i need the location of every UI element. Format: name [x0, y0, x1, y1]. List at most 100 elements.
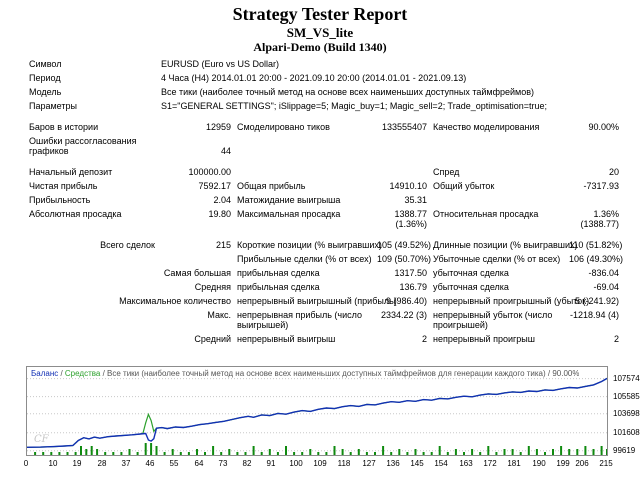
spread-label: Спред — [433, 167, 460, 177]
legend-model-label: Все тики (наиболее точный метод на основ… — [107, 369, 546, 378]
section-spacer — [26, 158, 622, 165]
initial-deposit-label: Начальный депозит — [29, 167, 113, 177]
rel-drawdown-value: 1.36% (1388.77) — [580, 209, 620, 229]
short-positions-value: 105 (49.52%) — [377, 240, 432, 250]
legend-equity-label: Средства — [64, 369, 101, 378]
gross-profit-value: 14910.10 — [389, 181, 427, 191]
chart-errors-label: Ошибки рассогласования графиков — [29, 136, 137, 156]
parameters-value: S1="GENERAL SETTINGS"; iSlippage=5; Magi… — [161, 101, 548, 111]
x-axis-label: 215 — [599, 459, 613, 468]
average-label: Средняя — [194, 282, 231, 292]
legend-balance-label: Баланс — [31, 369, 59, 378]
long-positions-value: 110 (51.82%) — [569, 240, 623, 250]
row-symbol: Символ EURUSD (Euro vs US Dollar) — [26, 57, 622, 71]
row-total-trades: Всего сделок 215 Короткие позиции (% выи… — [26, 238, 622, 252]
server-build: Alpari-Demo (Build 1340) — [253, 40, 387, 54]
parameters-label: Параметры — [29, 101, 77, 111]
x-axis-label: 145 — [410, 459, 424, 468]
row-chart-errors: Ошибки рассогласования графиков 44 — [26, 134, 622, 158]
legend-separator: / — [100, 369, 108, 378]
profit-factor-label: Прибыльность — [29, 195, 91, 205]
total-trades-value: 215 — [215, 240, 231, 250]
row-maximum-consecutive: Максимальное количество непрерывный выиг… — [26, 294, 622, 308]
maximum-wins-label: непрерывный выигрышный (прибыль) — [237, 296, 397, 306]
maximum-wins-value: 9 (986.40) — [385, 296, 427, 306]
maximum-label: Максимальное количество — [119, 296, 231, 306]
expert-name: SM_VS_lite — [286, 25, 354, 40]
x-axis-label: 109 — [313, 459, 327, 468]
row-profit-factor: Прибыльность 2.04 Матожидание выигрыша 3… — [26, 193, 622, 207]
expected-payoff-label: Матожидание выигрыша — [237, 195, 341, 205]
chart-errors-value: 44 — [220, 146, 231, 156]
abs-drawdown-label: Абсолютная просадка — [29, 209, 122, 219]
initial-deposit-value: 100000.00 — [188, 167, 231, 177]
chart-watermark: CF — [34, 434, 49, 445]
largest-profit-value: 1317.50 — [394, 268, 427, 278]
maximal-loss-value: -1218.94 (4) — [570, 310, 620, 320]
maximum-losses-label: непрерывный проигрышный (убыток) — [433, 296, 590, 306]
x-axis-label: 181 — [507, 459, 521, 468]
symbol-value: EURUSD (Euro vs US Dollar) — [161, 59, 280, 69]
x-axis: 0 10 19 28 37 46 55 64 73 82 91 100 109 118 127 136 145 1… — [24, 459, 613, 469]
gross-loss-value: -7317.93 — [583, 181, 620, 191]
y-axis-label: 101608 — [613, 428, 640, 437]
profit-trades-label: Прибыльные сделки (% от всех) — [237, 254, 372, 264]
expected-payoff-value: 35.31 — [404, 195, 427, 205]
quality-value: 90.00% — [588, 122, 620, 132]
balance-chart — [26, 366, 608, 456]
x-axis-label: 100 — [289, 459, 303, 468]
net-profit-value: 7592.17 — [198, 181, 231, 191]
spread-value: 20 — [609, 167, 620, 177]
x-axis-label: 172 — [483, 459, 497, 468]
avg-consecutive-wins-value: 2 — [421, 334, 427, 344]
abs-drawdown-value: 19.80 — [208, 209, 231, 219]
symbol-label: Символ — [29, 59, 62, 69]
model-label: Модель — [29, 87, 62, 97]
x-axis-label: 28 — [97, 459, 107, 468]
balance-chart-plot — [27, 377, 607, 455]
x-axis-label: 46 — [145, 459, 155, 468]
x-axis-label: 91 — [266, 459, 276, 468]
x-axis-label: 19 — [72, 459, 82, 468]
y-axis-label: 99619 — [613, 446, 636, 455]
report-table: Символ EURUSD (Euro vs US Dollar) Период… — [26, 57, 623, 346]
avg-consecutive-losses-label: непрерывный проигрыш — [433, 334, 535, 344]
max-drawdown-label: Максимальная просадка — [237, 209, 341, 219]
row-profit: Чистая прибыль 7592.17 Общая прибыль 149… — [26, 179, 622, 193]
long-positions-label: Длинные позиции (% выигравших) — [433, 240, 578, 250]
avg-consecutive-label: Средний — [194, 334, 231, 344]
maximum-losses-value: 5 (-241.92) — [575, 296, 620, 306]
largest-loss-value: -836.04 — [588, 268, 620, 278]
y-axis-label: 107574 — [613, 374, 640, 383]
x-axis-label: 37 — [121, 459, 131, 468]
maximal-profit-value: 2334.22 (3) — [380, 310, 427, 320]
row-period: Период 4 Часа (H4) 2014.01.01 20:00 - 20… — [26, 71, 622, 85]
x-axis-label: 127 — [362, 459, 376, 468]
row-model: Модель Все тики (наиболее точный метод н… — [26, 85, 622, 99]
model-value: Все тики (наиболее точный метод на основ… — [161, 87, 534, 97]
section-spacer — [26, 231, 622, 238]
x-axis-label: 190 — [532, 459, 546, 468]
loss-trades-label: Убыточные сделки (% от всех) — [433, 254, 561, 264]
gross-loss-label: Общий убыток — [433, 181, 495, 191]
profit-trades-value: 109 (50.70%) — [377, 254, 432, 264]
avg-consecutive-wins-label: непрерывный выигрыш — [237, 334, 336, 344]
profit-factor-value: 2.04 — [213, 195, 231, 205]
row-deposit: Начальный депозит 100000.00 Спред 20 — [26, 165, 622, 179]
chart-legend: Баланс / Средства / Все тики (наиболее т… — [31, 369, 579, 378]
maximal-label: Макс. — [207, 310, 231, 320]
max-drawdown-value: 1388.77 (1.36%) — [394, 209, 427, 229]
quality-label: Качество моделирования — [433, 122, 540, 132]
ticks-value: 133555407 — [381, 122, 427, 132]
x-axis-label: 154 — [434, 459, 448, 468]
x-axis-label: 10 — [48, 459, 58, 468]
legend-separator: / — [545, 369, 553, 378]
row-largest: Самая большая прибыльная сделка 1317.50 … — [26, 266, 622, 280]
x-axis-label: 163 — [459, 459, 473, 468]
x-axis-label: 64 — [194, 459, 204, 468]
row-drawdown: Абсолютная просадка 19.80 Максимальная п… — [26, 207, 622, 231]
bars-value: 12959 — [205, 122, 231, 132]
row-profit-loss-trades: Прибыльные сделки (% от всех) 109 (50.70… — [26, 252, 623, 266]
row-parameters: Параметры S1="GENERAL SETTINGS"; iSlippa… — [26, 99, 622, 113]
